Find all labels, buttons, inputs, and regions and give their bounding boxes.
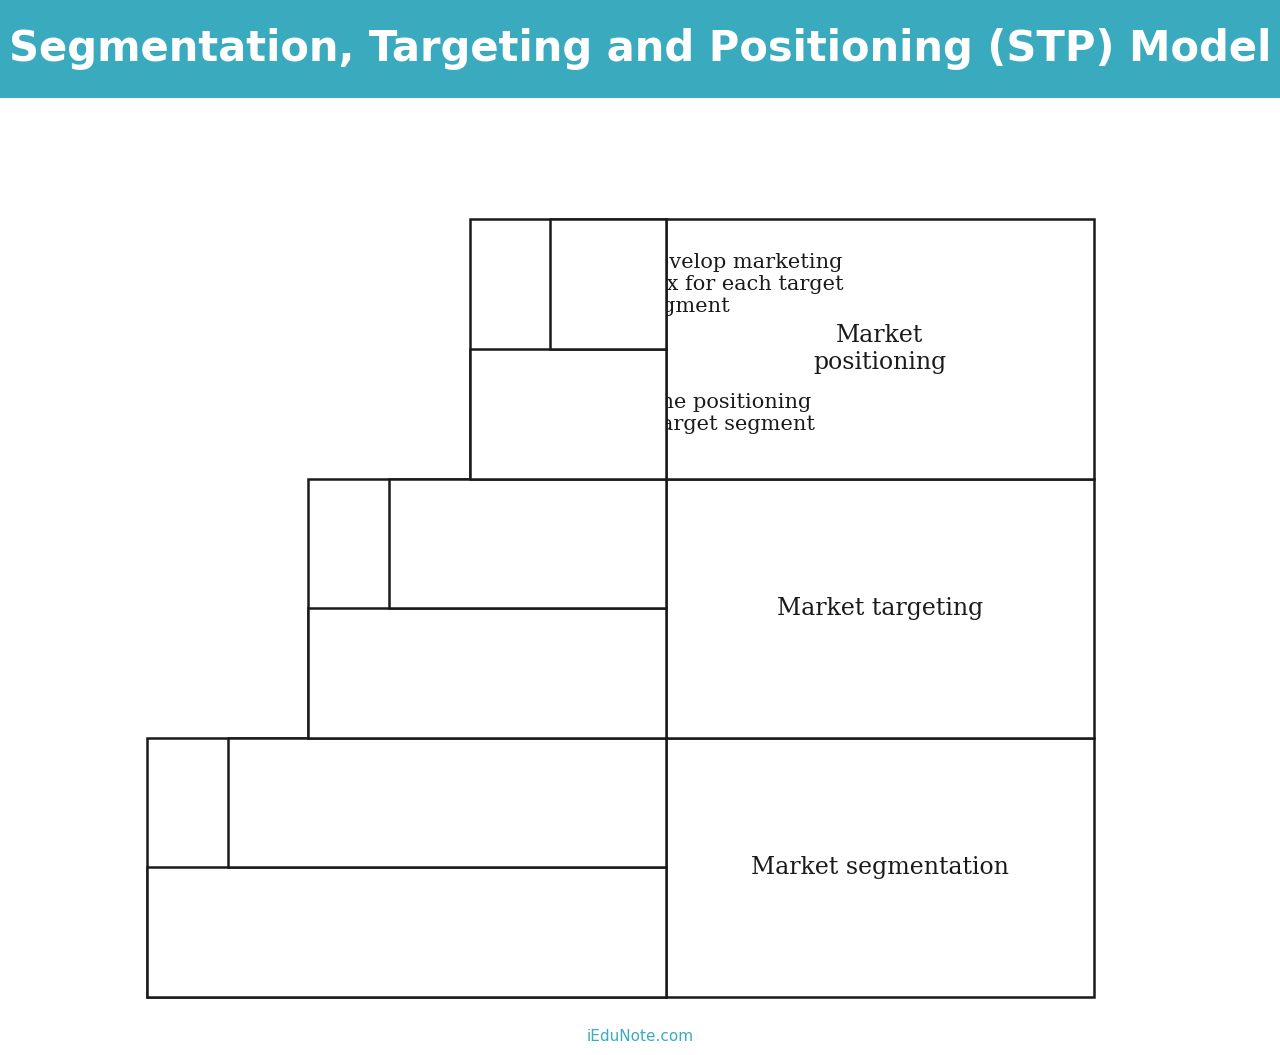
Text: 2.: 2.	[256, 793, 276, 812]
Text: Market targeting: Market targeting	[777, 597, 983, 619]
Text: Market segmentation: Market segmentation	[751, 856, 1009, 879]
Text: Develop marketing
mix for each target
segment: Develop marketing mix for each target se…	[640, 253, 844, 315]
Text: 1.: 1.	[175, 923, 196, 942]
Text: Develop the positioning
for each target segment: Develop the positioning for each target …	[559, 394, 815, 435]
Text: Identify bases for
segmenting the market: Identify bases for segmenting the market	[237, 912, 485, 953]
Bar	[389, 479, 666, 608]
Text: 6.: 6.	[579, 274, 599, 293]
Text: Select the target
segment(s): Select the target segment(s)	[479, 522, 658, 564]
Text: Segmentation, Targeting and Positioning (STP) Model: Segmentation, Targeting and Positioning …	[9, 28, 1271, 70]
Text: 5.: 5.	[498, 404, 518, 423]
Text: 4.: 4.	[417, 534, 438, 553]
Bar	[470, 219, 1094, 479]
Bar	[550, 219, 666, 349]
Text: Develop profiles of
resulting segments: Develop profiles of resulting segments	[317, 782, 521, 823]
Bar	[308, 479, 1094, 737]
Text: Develop measures of
segment attractiveness: Develop measures of segment attractivene…	[398, 652, 646, 693]
Text: iEduNote.com: iEduNote.com	[586, 1029, 694, 1043]
Bar	[0, 0, 1280, 98]
Text: 3.: 3.	[337, 664, 357, 683]
Bar	[147, 867, 666, 997]
Bar	[228, 737, 666, 867]
Bar	[470, 349, 666, 479]
Text: Market
positioning: Market positioning	[813, 324, 947, 373]
Bar	[308, 608, 666, 737]
Bar	[147, 737, 1094, 997]
